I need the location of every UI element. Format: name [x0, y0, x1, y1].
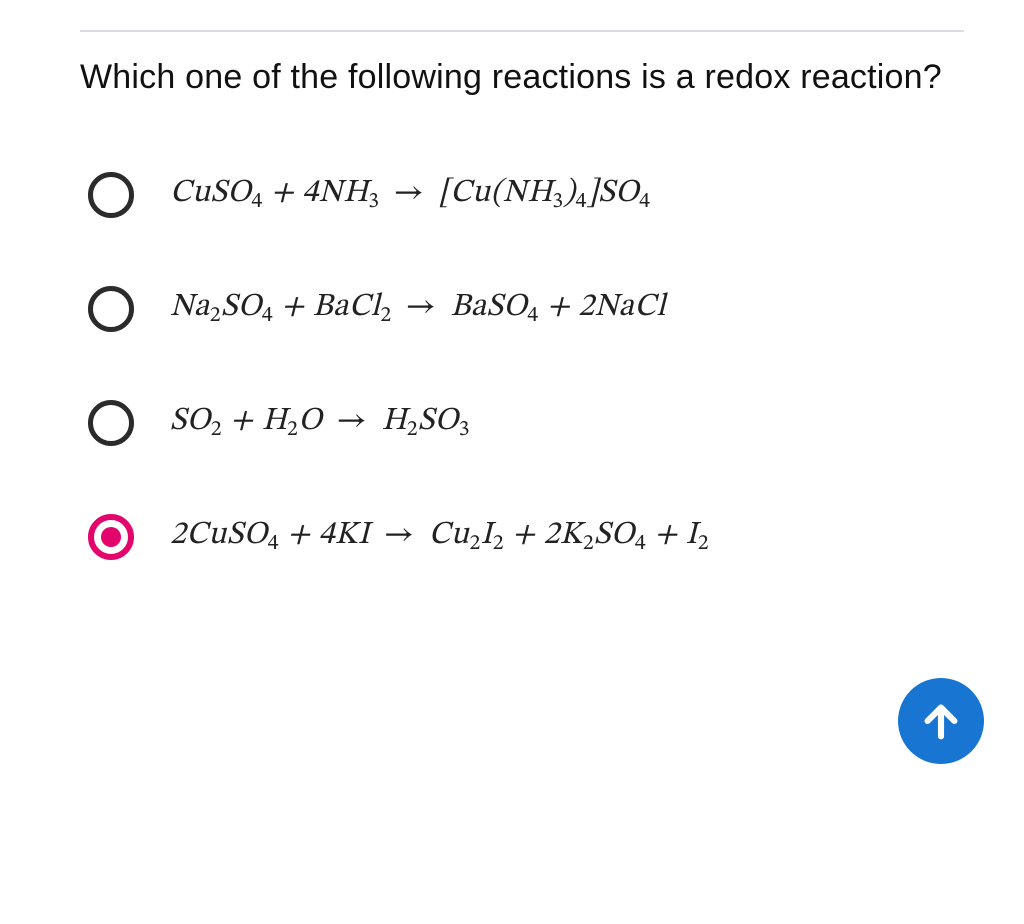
divider	[80, 30, 964, 32]
option-formula: Na2SO4 + BaCl2 → BaSO4 + 2NaCl	[170, 287, 666, 330]
option-2[interactable]: Na2SO4 + BaCl2 → BaSO4 + 2NaCl	[88, 286, 964, 332]
radio-selected-icon[interactable]	[88, 514, 134, 560]
options-list: CuSO4 + 4NH3 → [Cu(NH3)4]SO4 Na2SO4 + Ba…	[80, 172, 964, 560]
radio-icon[interactable]	[88, 172, 134, 218]
option-formula: 2CuSO4 + 4KI → Cu2I2 + 2K2SO4 + I2	[170, 515, 709, 558]
option-formula: SO2 + H2O → H2SO3	[170, 401, 470, 444]
scroll-top-button[interactable]	[898, 678, 984, 764]
option-4[interactable]: 2CuSO4 + 4KI → Cu2I2 + 2K2SO4 + I2	[88, 514, 964, 560]
radio-icon[interactable]	[88, 400, 134, 446]
option-formula: CuSO4 + 4NH3 → [Cu(NH3)4]SO4	[170, 173, 651, 216]
arrow-up-icon	[918, 698, 964, 744]
radio-icon[interactable]	[88, 286, 134, 332]
question-text: Which one of the following reactions is …	[80, 54, 964, 102]
option-1[interactable]: CuSO4 + 4NH3 → [Cu(NH3)4]SO4	[88, 172, 964, 218]
option-3[interactable]: SO2 + H2O → H2SO3	[88, 400, 964, 446]
